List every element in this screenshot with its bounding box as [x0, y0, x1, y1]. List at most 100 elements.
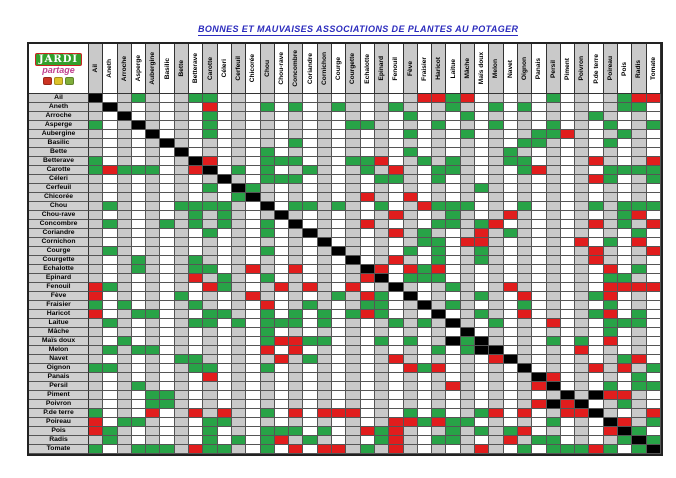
matrix-cell: [389, 328, 404, 337]
matrix-cell: [446, 112, 461, 121]
matrix-row-Fraisier: Fraisier: [29, 301, 661, 310]
matrix-cell: [346, 427, 361, 436]
matrix-cell: [274, 139, 290, 148]
matrix-cell: [389, 139, 404, 148]
matrix-cell: [260, 355, 275, 364]
matrix-cell: [503, 175, 518, 184]
matrix-cell: [517, 121, 533, 130]
matrix-cell: [560, 355, 576, 364]
matrix-cell: [131, 220, 147, 229]
matrix-cell: [103, 166, 118, 175]
matrix-cell: [503, 328, 518, 337]
matrix-cell: [146, 373, 161, 382]
matrix-cell: [174, 202, 190, 211]
matrix-cell: [546, 256, 561, 265]
matrix-cell: [246, 94, 261, 103]
matrix-cell: [446, 220, 461, 229]
matrix-cell: [589, 220, 604, 229]
matrix-cell: [360, 166, 375, 175]
row-header-Coriandre: Coriandre: [29, 229, 89, 238]
matrix-cell: [532, 310, 547, 319]
matrix-cell: [303, 409, 318, 418]
col-header-Fraisier: Fraisier: [417, 44, 433, 94]
matrix-cell: [217, 148, 232, 157]
matrix-cell: [374, 157, 390, 166]
matrix-cell: [646, 274, 661, 283]
matrix-cell: [503, 112, 518, 121]
matrix-cell: [546, 364, 561, 373]
matrix-cell: [274, 409, 290, 418]
matrix-cell: [432, 94, 447, 103]
matrix-cell: [617, 373, 633, 382]
matrix-cell: [617, 418, 633, 427]
matrix-cell: [389, 301, 404, 310]
matrix-cell: [360, 400, 375, 409]
matrix-cell: [417, 184, 433, 193]
matrix-cell: [332, 166, 347, 175]
matrix-cell: [560, 427, 576, 436]
matrix-cell: [460, 400, 476, 409]
matrix-cell: [517, 409, 533, 418]
matrix-cell: [231, 274, 247, 283]
matrix-cell: [117, 220, 132, 229]
matrix-cell: [389, 121, 404, 130]
matrix-cell: [389, 409, 404, 418]
matrix-cell: [146, 337, 161, 346]
col-header-Aubergine: Aubergine: [146, 44, 161, 94]
matrix-cell: [260, 310, 275, 319]
matrix-cell: [460, 274, 476, 283]
matrix-cell: [632, 445, 647, 454]
matrix-cell: [189, 202, 204, 211]
matrix-cell: [446, 148, 461, 157]
matrix-cell: [403, 328, 418, 337]
matrix-cell: [174, 121, 190, 130]
matrix-cell: [489, 292, 504, 301]
col-header-Carotte: Carotte: [203, 44, 218, 94]
matrix-cell: [603, 238, 618, 247]
matrix-cell: [603, 292, 618, 301]
matrix-cell: [489, 193, 504, 202]
matrix-cell: [217, 319, 232, 328]
matrix-cell: [160, 373, 175, 382]
matrix-cell: [603, 310, 618, 319]
matrix-cell: [617, 166, 633, 175]
matrix-cell: [432, 265, 447, 274]
matrix-cell: [317, 265, 333, 274]
matrix-cell: [374, 310, 390, 319]
matrix-cell: [146, 130, 161, 139]
matrix-cell: [160, 247, 175, 256]
matrix-cell: [517, 103, 533, 112]
matrix-cell: [89, 391, 104, 400]
matrix-cell: [231, 355, 247, 364]
matrix-cell: [274, 346, 290, 355]
matrix-cell: [503, 391, 518, 400]
matrix-cell: [589, 256, 604, 265]
matrix-cell: [460, 418, 476, 427]
matrix-cell: [532, 229, 547, 238]
matrix-cell: [231, 121, 247, 130]
matrix-cell: [89, 373, 104, 382]
matrix-cell: [560, 346, 576, 355]
matrix-cell: [389, 157, 404, 166]
matrix-cell: [131, 391, 147, 400]
matrix-cell: [517, 328, 533, 337]
matrix-cell: [289, 373, 304, 382]
matrix-cell: [532, 256, 547, 265]
matrix-cell: [432, 427, 447, 436]
matrix-cell: [303, 121, 318, 130]
matrix-cell: [332, 103, 347, 112]
col-header-Arroche: Arroche: [117, 44, 132, 94]
matrix-cell: [517, 166, 533, 175]
matrix-cell: [346, 166, 361, 175]
matrix-cell: [546, 220, 561, 229]
matrix-cell: [560, 265, 576, 274]
matrix-cell: [217, 391, 232, 400]
matrix-cell: [117, 103, 132, 112]
matrix-cell: [274, 211, 290, 220]
col-header-P.de terre: P.de terre: [589, 44, 604, 94]
matrix-cell: [231, 202, 247, 211]
matrix-cell: [346, 103, 361, 112]
matrix-cell: [503, 373, 518, 382]
matrix-cell: [489, 364, 504, 373]
matrix-cell: [374, 382, 390, 391]
